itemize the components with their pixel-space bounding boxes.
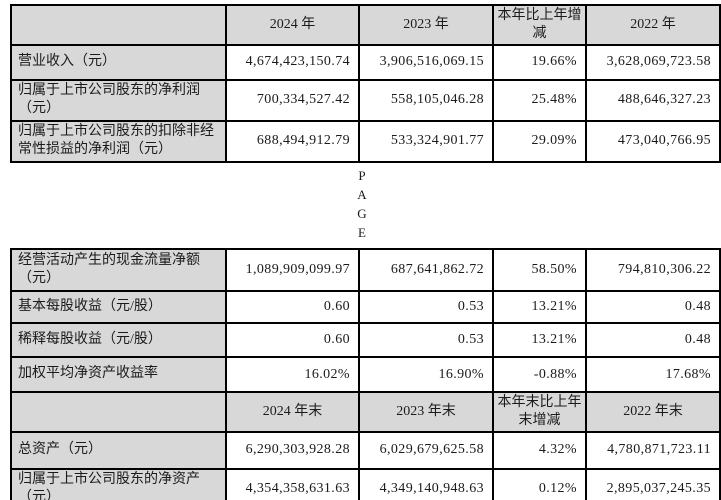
cell-change: 58.50% [492,248,587,292]
annual-header-blank [10,4,227,46]
page-break-letter: A [357,187,367,202]
row-label: 归属于上市公司股东的净利润（元） [10,78,227,122]
period-end-header-row: 2024 年末 2023 年末 本年末比上年末增减 2022 年末 [10,391,721,433]
table-row-net-assets: 归属于上市公司股东的净资产（元） 4,354,358,631.63 4,349,… [10,467,721,500]
period-end-header-2024: 2024 年末 [225,391,360,433]
cell-2024: 700,334,527.42 [225,78,360,122]
period-end-header-2022: 2022 年末 [585,391,721,433]
cell-change: 13.21% [492,322,587,358]
period-end-header-change: 本年末比上年末增减 [492,391,587,433]
cell-2024: 0.60 [225,322,360,358]
cell-2022: 2,895,037,245.35 [585,467,721,500]
cell-2022: 4,780,871,723.11 [585,430,721,470]
cell-2022: 488,646,327.23 [585,78,721,122]
cell-2023: 3,906,516,069.15 [358,43,494,81]
period-end-header-blank [10,391,227,433]
period-end-header-2023: 2023 年末 [358,391,494,433]
cell-2022: 3,628,069,723.58 [585,43,721,81]
table-row-deducted-net-profit: 归属于上市公司股东的扣除非经常性损益的净利润（元） 688,494,912.79… [10,119,721,163]
cell-change: 25.48% [492,78,587,122]
row-label: 总资产（元） [10,430,227,470]
row-label: 经营活动产生的现金流量净额（元） [10,248,227,292]
table-row-operating-cash-flow: 经营活动产生的现金流量净额（元） 1,089,909,099.97 687,64… [10,248,721,292]
row-label: 归属于上市公司股东的净资产（元） [10,467,227,500]
table-row-diluted-eps: 稀释每股收益（元/股） 0.60 0.53 13.21% 0.48 [10,322,721,358]
cell-change: 0.12% [492,467,587,500]
cell-2022: 0.48 [585,322,721,358]
cell-2023: 4,349,140,948.63 [358,467,494,500]
row-label: 归属于上市公司股东的扣除非经常性损益的净利润（元） [10,119,227,163]
cell-2023: 0.53 [358,290,494,324]
cell-2023: 6,029,679,625.58 [358,430,494,470]
row-label: 加权平均净资产收益率 [10,356,227,393]
annual-header-row: 2024 年 2023 年 本年比上年增减 2022 年 [10,4,721,46]
cell-change: 4.32% [492,430,587,470]
cell-2023: 0.53 [358,322,494,358]
cell-2022: 794,810,306.22 [585,248,721,292]
annual-header-2023: 2023 年 [358,4,494,46]
cell-change: 13.21% [492,290,587,324]
table-row-revenue: 营业收入（元） 4,674,423,150.74 3,906,516,069.1… [10,43,721,81]
cell-2023: 687,641,862.72 [358,248,494,292]
annual-results-table: 2024 年 2023 年 本年比上年增减 2022 年 营业收入（元） 4,6… [10,4,721,163]
cell-2022: 473,040,766.95 [585,119,721,163]
cell-2024: 4,354,358,631.63 [225,467,360,500]
cell-2022: 17.68% [585,356,721,393]
table-row-net-profit: 归属于上市公司股东的净利润（元） 700,334,527.42 558,105,… [10,78,721,122]
row-label: 基本每股收益（元/股） [10,290,227,324]
page-break-marker: P A G E [333,166,391,242]
page-break-letter: E [358,225,366,240]
annual-header-2022: 2022 年 [585,4,721,46]
table-row-weighted-avg-roe: 加权平均净资产收益率 16.02% 16.90% -0.88% 17.68% [10,356,721,393]
metrics-table: 经营活动产生的现金流量净额（元） 1,089,909,099.97 687,64… [10,248,721,500]
cell-2024: 4,674,423,150.74 [225,43,360,81]
cell-2024: 688,494,912.79 [225,119,360,163]
table-row-basic-eps: 基本每股收益（元/股） 0.60 0.53 13.21% 0.48 [10,290,721,324]
cell-change: -0.88% [492,356,587,393]
cell-change: 29.09% [492,119,587,163]
row-label: 营业收入（元） [10,43,227,81]
cell-2023: 16.90% [358,356,494,393]
cell-2023: 533,324,901.77 [358,119,494,163]
cell-2024: 1,089,909,099.97 [225,248,360,292]
row-label: 稀释每股收益（元/股） [10,322,227,358]
page-break-letter: P [358,168,366,183]
cell-2024: 6,290,303,928.28 [225,430,360,470]
cell-2024: 16.02% [225,356,360,393]
annual-header-change: 本年比上年增减 [492,4,587,46]
cell-2023: 558,105,046.28 [358,78,494,122]
page-break-letter: G [357,206,367,221]
cell-2022: 0.48 [585,290,721,324]
cell-change: 19.66% [492,43,587,81]
annual-header-2024: 2024 年 [225,4,360,46]
table-row-total-assets: 总资产（元） 6,290,303,928.28 6,029,679,625.58… [10,430,721,470]
cell-2024: 0.60 [225,290,360,324]
